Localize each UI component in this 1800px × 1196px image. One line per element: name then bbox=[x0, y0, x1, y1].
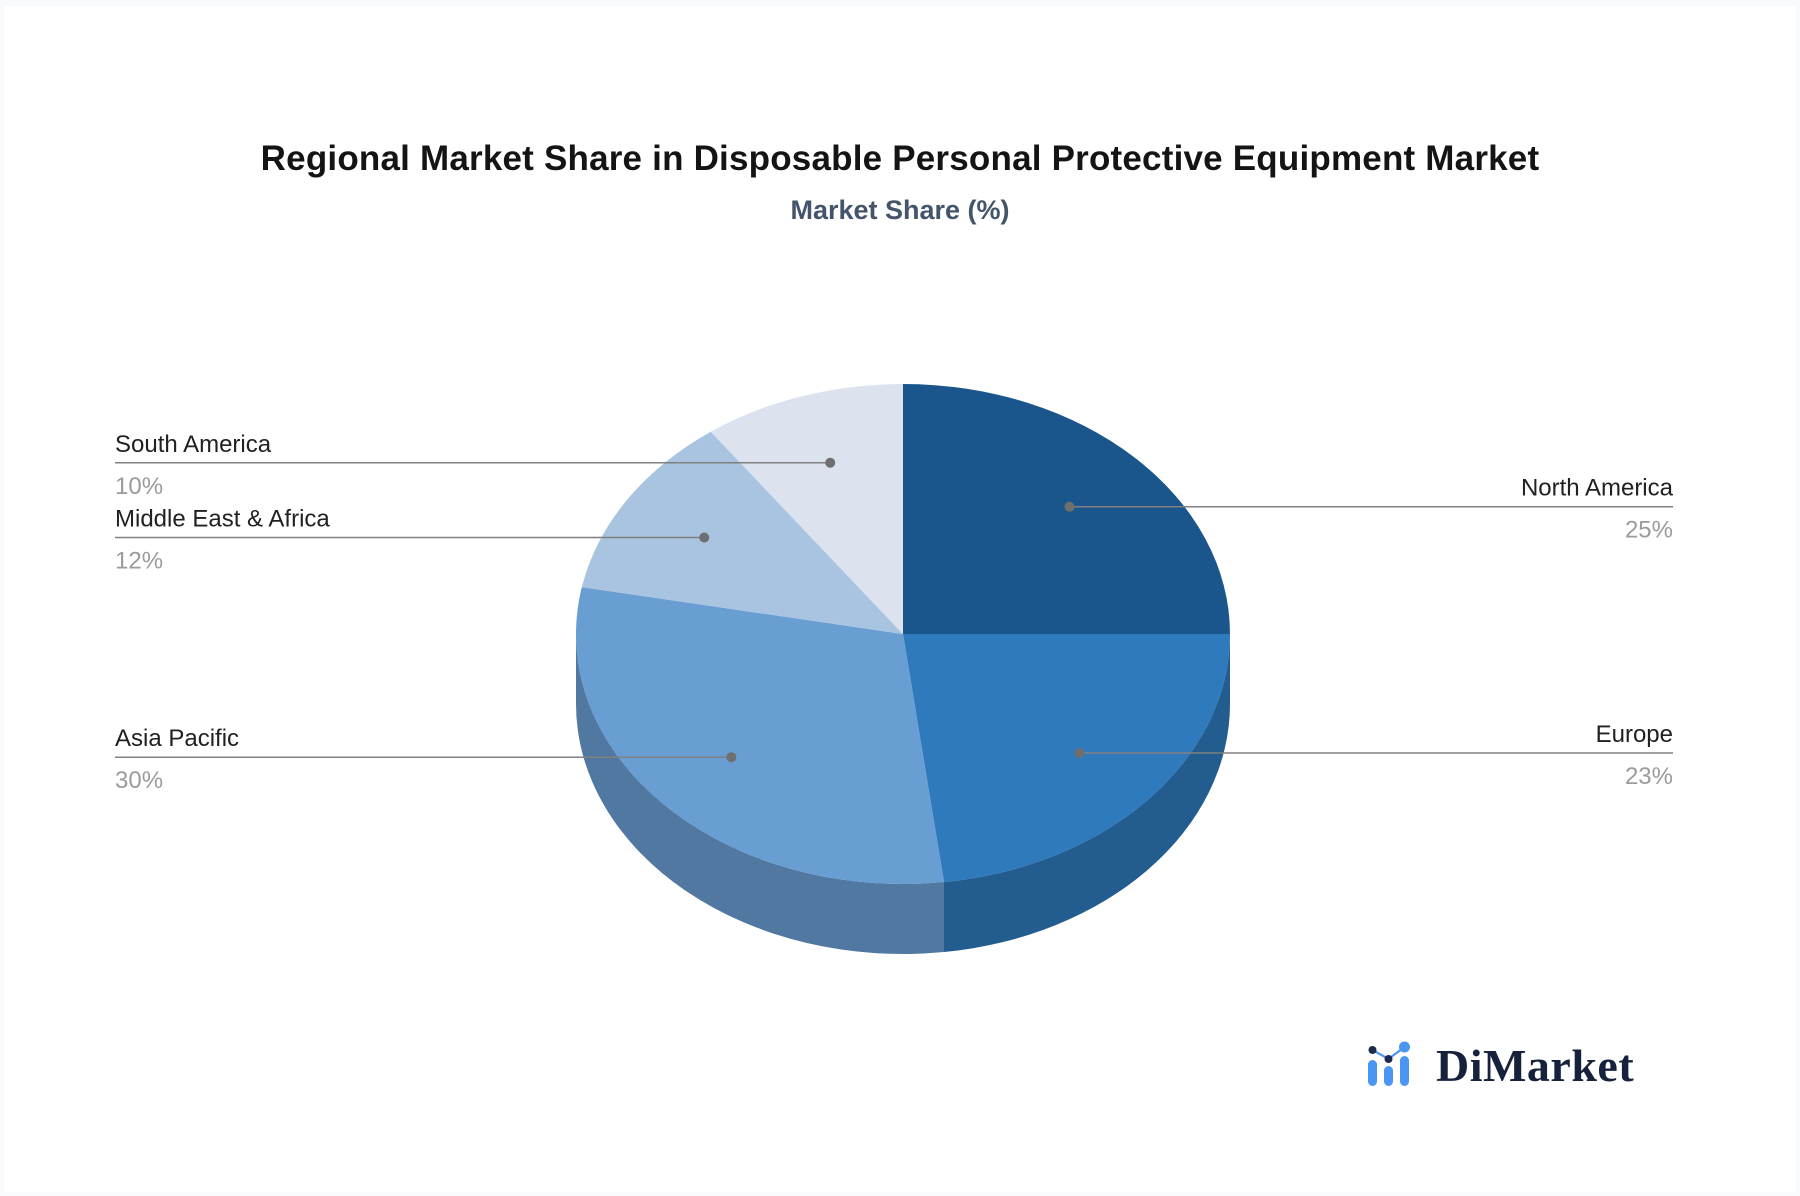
pie-slice-south-america[interactable] bbox=[710, 384, 903, 634]
slice-value-north-america: 25% bbox=[1625, 517, 1673, 544]
leader-dot-south-america bbox=[825, 457, 836, 468]
leader-dot-middle-east-africa bbox=[699, 532, 710, 543]
pie-slice-side-asia-pacific bbox=[576, 634, 944, 954]
pie-slice-asia-pacific[interactable] bbox=[576, 587, 944, 884]
brand-logo-text: DiMarket bbox=[1436, 1040, 1635, 1091]
slice-value-south-america: 10% bbox=[115, 473, 163, 500]
pie-slice-europe[interactable] bbox=[903, 634, 1230, 883]
slice-value-asia-pacific: 30% bbox=[115, 767, 163, 794]
slice-value-europe: 23% bbox=[1625, 763, 1673, 790]
slice-label-europe: Europe bbox=[1596, 721, 1673, 748]
slice-label-asia-pacific: Asia Pacific bbox=[115, 725, 239, 752]
brand-logo: DiMarket bbox=[1366, 1034, 1634, 1098]
leader-dot-asia-pacific bbox=[726, 752, 737, 763]
chart-subtitle: Market Share (%) bbox=[790, 195, 1010, 225]
brand-logo-icon bbox=[1368, 1041, 1410, 1086]
chart-title: Regional Market Share in Disposable Pers… bbox=[260, 139, 1540, 178]
slice-label-north-america: North America bbox=[1521, 475, 1674, 502]
pie-slice-side-europe bbox=[943, 634, 1230, 953]
pie-slice-middle-east-africa[interactable] bbox=[581, 431, 903, 634]
slice-label-south-america: South America bbox=[115, 431, 272, 458]
leader-dot-europe bbox=[1074, 748, 1085, 759]
slice-value-middle-east-africa: 12% bbox=[115, 548, 163, 575]
leader-dot-north-america bbox=[1064, 501, 1075, 512]
slice-label-middle-east-africa: Middle East & Africa bbox=[115, 506, 330, 533]
